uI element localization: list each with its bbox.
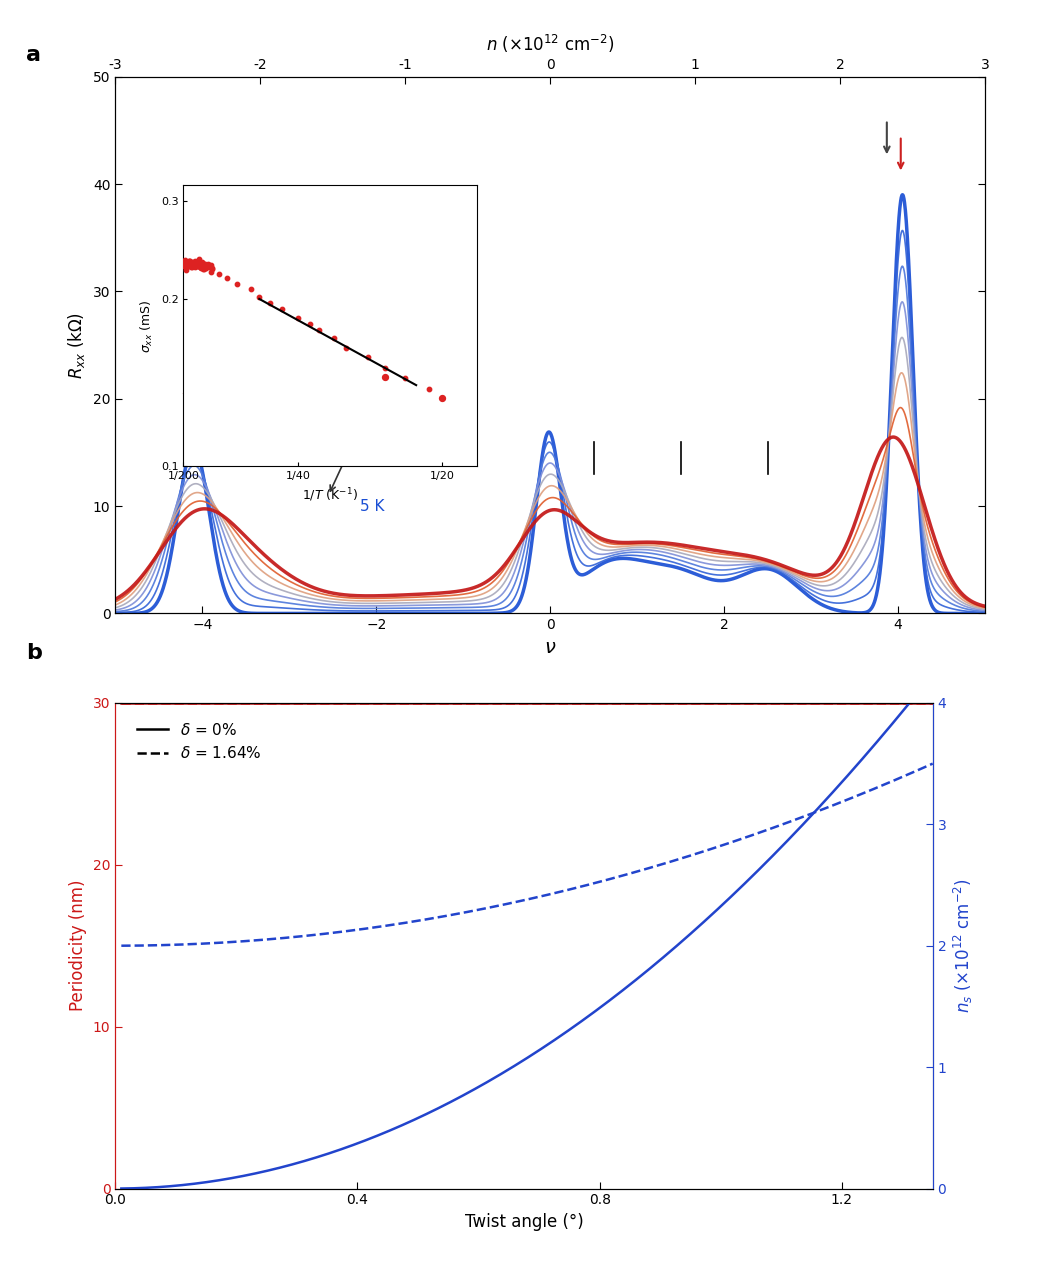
Point [194, 256, 211, 276]
Point [179, 253, 196, 273]
Point [211, 263, 227, 284]
Point [189, 253, 205, 273]
Legend: $\delta$ = 0%, $\delta$ = 1.64%: $\delta$ = 0%, $\delta$ = 1.64% [131, 716, 267, 767]
Point [199, 256, 216, 276]
Point [193, 258, 210, 279]
Point [420, 378, 437, 399]
Point [202, 262, 219, 282]
Point [179, 254, 196, 275]
Point [183, 257, 200, 277]
Point [228, 273, 245, 294]
Point [176, 250, 193, 271]
Point [178, 257, 195, 277]
Y-axis label: $R_{xx}$ (k$\Omega$): $R_{xx}$ (k$\Omega$) [66, 312, 87, 378]
Point [290, 308, 307, 328]
Point [376, 358, 393, 378]
Point [181, 252, 198, 272]
Point [191, 254, 208, 275]
X-axis label: $\nu$: $\nu$ [544, 638, 556, 657]
Point [189, 256, 205, 276]
Point [177, 259, 194, 280]
Point [188, 256, 204, 276]
Point [199, 253, 216, 273]
Point [200, 256, 217, 276]
Point [195, 258, 212, 279]
Point [197, 258, 214, 279]
Point [376, 367, 393, 387]
Point [192, 257, 209, 277]
Point [188, 256, 204, 276]
Point [196, 254, 213, 275]
Point [180, 256, 197, 276]
Point [202, 254, 219, 275]
Point [250, 286, 267, 307]
Point [175, 252, 192, 272]
Text: 5 K: 5 K [359, 500, 385, 515]
Point [182, 250, 199, 271]
Point [184, 257, 201, 277]
Point [195, 258, 212, 279]
Point [193, 253, 210, 273]
Point [326, 328, 343, 349]
Point [176, 256, 193, 276]
Point [182, 253, 199, 273]
X-axis label: Twist angle (°): Twist angle (°) [464, 1213, 584, 1231]
Point [191, 248, 208, 268]
Point [181, 253, 198, 273]
Point [434, 387, 451, 408]
Point [218, 268, 235, 289]
Point [302, 314, 319, 335]
Point [359, 348, 376, 368]
Point [196, 253, 213, 273]
Point [201, 256, 218, 276]
Point [203, 258, 220, 279]
Point [185, 254, 202, 275]
Y-axis label: $\sigma_{xx}$ (mS): $\sigma_{xx}$ (mS) [139, 299, 155, 353]
Point [200, 254, 217, 275]
Point [180, 250, 197, 271]
X-axis label: $n$ ($\times10^{12}$ cm$^{-2}$): $n$ ($\times10^{12}$ cm$^{-2}$) [486, 33, 614, 55]
Point [185, 254, 202, 275]
Point [178, 253, 195, 273]
Point [190, 254, 206, 275]
Y-axis label: Periodicity (nm): Periodicity (nm) [69, 881, 87, 1011]
Point [190, 254, 206, 275]
Point [177, 250, 194, 271]
Point [192, 257, 209, 277]
Point [242, 279, 259, 299]
Point [187, 257, 203, 277]
Point [396, 368, 413, 389]
X-axis label: $1/T$ (K$^{-1}$): $1/T$ (K$^{-1}$) [302, 487, 358, 505]
Point [187, 250, 203, 271]
Point [183, 253, 200, 273]
Point [339, 339, 355, 359]
Y-axis label: $n_s$ ($\times10^{12}$ cm$^{-2}$): $n_s$ ($\times10^{12}$ cm$^{-2}$) [952, 878, 975, 1013]
Point [184, 252, 201, 272]
Text: b: b [26, 643, 42, 663]
Point [201, 257, 218, 277]
Point [275, 299, 291, 320]
Point [261, 293, 278, 313]
Point [203, 258, 220, 279]
Point [310, 320, 327, 340]
Point [197, 254, 214, 275]
Point [198, 256, 215, 276]
Point [198, 256, 215, 276]
Text: a: a [26, 45, 41, 65]
Text: 80 K: 80 K [380, 414, 415, 428]
Point [194, 252, 211, 272]
